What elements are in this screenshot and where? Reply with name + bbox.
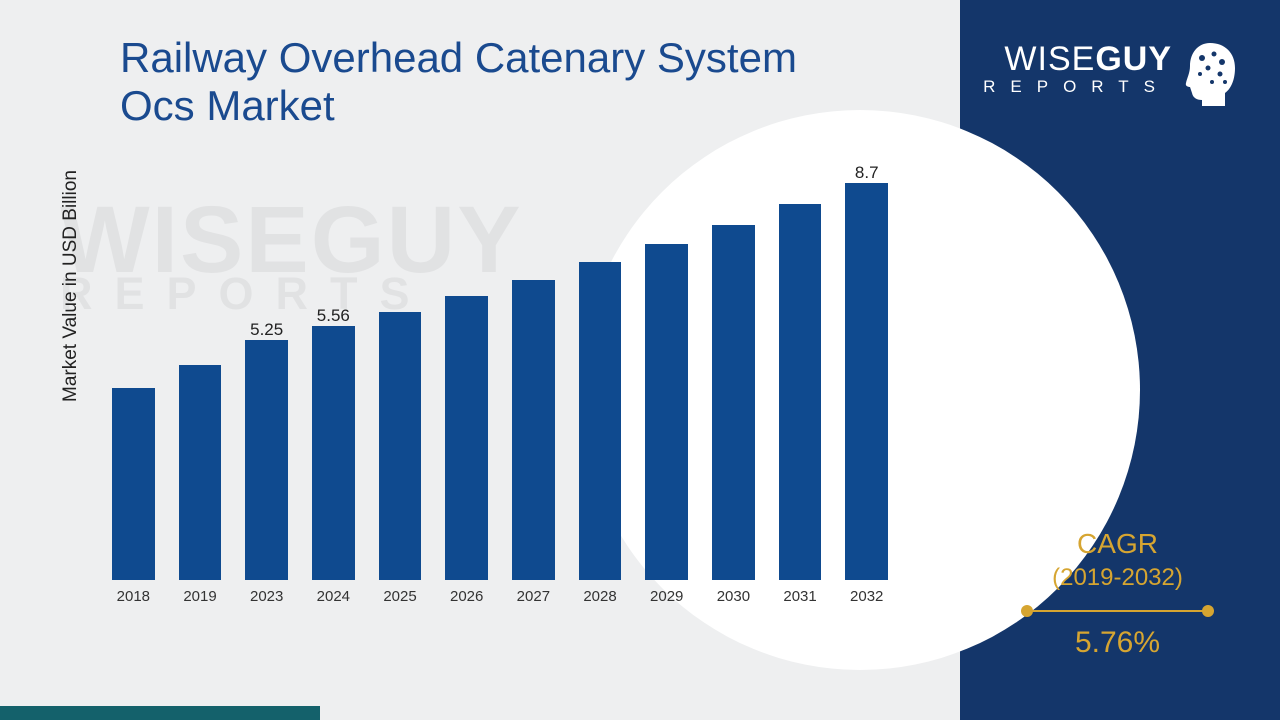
x-tick: 2023 [233, 580, 300, 620]
x-tick: 2025 [367, 580, 434, 620]
y-axis-label: Market Value in USD Billion [60, 170, 82, 402]
bar-slot [433, 296, 500, 580]
bar [579, 262, 622, 580]
cagr-box: CAGR (2019-2032) 5.76% [1015, 528, 1220, 660]
logo-word-guy: GUY [1095, 40, 1172, 78]
x-tick: 2027 [500, 580, 567, 620]
bar-slot [633, 244, 700, 580]
x-tick: 2030 [700, 580, 767, 620]
bar-slot [167, 365, 234, 580]
logo-word-wise: WISE [1004, 40, 1095, 78]
bar [312, 326, 355, 580]
footer-accent-bar [0, 706, 320, 720]
page-title: Railway Overhead Catenary System Ocs Mar… [120, 34, 880, 131]
cagr-divider [1027, 610, 1208, 612]
chart-plot-area: 5.255.56 8.7 [100, 160, 900, 580]
bar [112, 388, 155, 580]
cagr-value: 5.76% [1015, 626, 1220, 660]
bar-slot [100, 388, 167, 580]
logo-line1: WISEGUY [983, 40, 1172, 79]
bar [179, 365, 222, 580]
logo-line2: REPORTS [983, 77, 1170, 97]
x-tick: 2032 [833, 580, 900, 620]
bar-value-label: 5.25 [233, 320, 300, 340]
bar-slot: 5.25 [233, 340, 300, 580]
bar [712, 225, 755, 580]
bar-value-label: 5.56 [300, 306, 367, 326]
x-axis: 2018201920232024202520262027202820292030… [100, 580, 900, 620]
brand-logo: WISEGUY REPORTS [983, 40, 1172, 97]
bar [645, 244, 688, 580]
bar-slot [567, 262, 634, 580]
bar [779, 204, 822, 580]
x-tick: 2031 [767, 580, 834, 620]
x-tick: 2024 [300, 580, 367, 620]
bar-slot [767, 204, 834, 580]
x-tick: 2028 [567, 580, 634, 620]
bar-slot: 5.56 [300, 326, 367, 580]
bar-slot: 8.7 [833, 183, 900, 580]
cagr-title: CAGR [1015, 528, 1220, 560]
x-tick: 2019 [167, 580, 234, 620]
x-tick: 2029 [633, 580, 700, 620]
bar-slot [367, 312, 434, 580]
bar-slot [500, 280, 567, 580]
bar [512, 280, 555, 580]
bar-value-label: 8.7 [833, 163, 900, 183]
bar-chart: Market Value in USD Billion 5.255.568.7 … [70, 160, 900, 620]
cagr-range: (2019-2032) [1015, 564, 1220, 592]
bar [445, 296, 488, 580]
x-tick: 2026 [433, 580, 500, 620]
x-tick: 2018 [100, 580, 167, 620]
bar [245, 340, 288, 580]
brain-head-icon [1180, 38, 1240, 108]
bar [379, 312, 422, 580]
bar [845, 183, 888, 580]
bar-slot [700, 225, 767, 580]
